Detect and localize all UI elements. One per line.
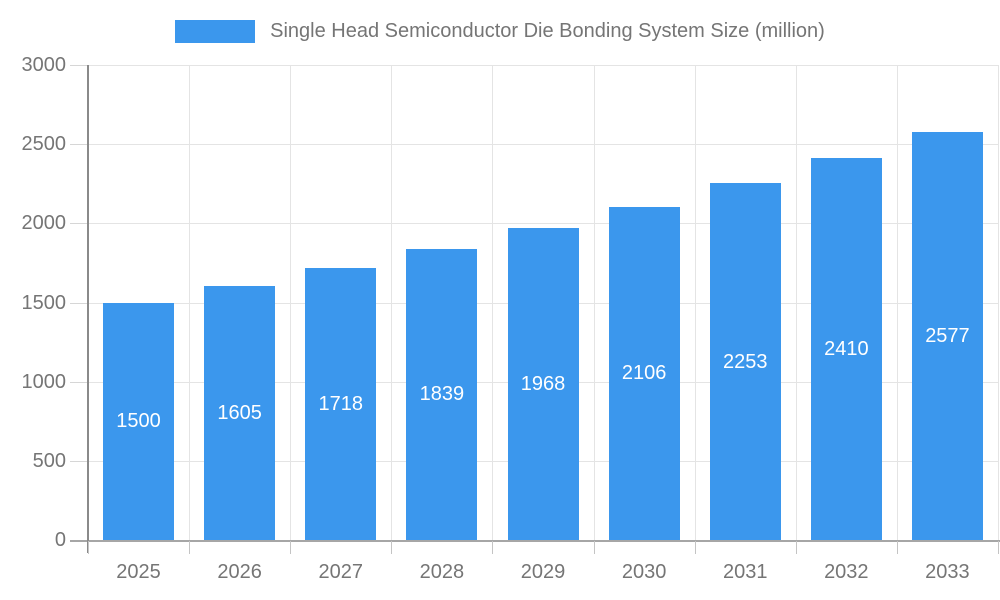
bar-2026[interactable] (204, 285, 276, 541)
bar-value-label: 2106 (621, 362, 667, 385)
x-axis-tick (492, 541, 494, 554)
x-axis-tick (694, 541, 696, 554)
y-axis-line (86, 65, 89, 553)
x-axis-line (70, 539, 1000, 542)
x-gridline (189, 65, 191, 540)
y-axis-tick (70, 460, 88, 462)
bar-2032[interactable] (810, 158, 882, 541)
x-gridline (694, 65, 696, 540)
x-axis-tick (88, 541, 89, 554)
x-gridline (795, 65, 797, 540)
x-axis-tick (391, 541, 393, 554)
bar-value-label: 1839 (419, 383, 465, 406)
bar-2025[interactable] (103, 302, 175, 541)
x-axis-tick (189, 541, 191, 554)
bar-value-label: 2253 (722, 350, 768, 373)
y-axis-tick (70, 381, 88, 383)
bar-2027[interactable] (305, 267, 377, 541)
y-gridline (88, 144, 998, 146)
y-axis-label: 2500 (21, 133, 67, 156)
x-gridline (492, 65, 494, 540)
bar-value-label: 1500 (116, 410, 161, 433)
x-gridline (290, 65, 292, 540)
x-axis-label: 2032 (824, 561, 869, 583)
x-axis-label: 2031 (722, 561, 768, 583)
bar-2031[interactable] (709, 183, 781, 541)
x-axis-label: 2030 (621, 561, 667, 583)
x-axis-tick (998, 541, 999, 554)
y-axis-label: 1500 (21, 291, 67, 314)
y-axis-label: 3000 (21, 54, 67, 76)
bar-value-label: 1718 (318, 392, 364, 415)
bar-value-label: 1968 (520, 373, 566, 396)
y-axis-label: 1000 (21, 370, 67, 393)
x-axis-label: 2026 (217, 561, 262, 583)
x-axis-label: 2028 (419, 561, 465, 583)
x-axis-tick (795, 541, 797, 554)
x-gridline (593, 65, 595, 540)
legend[interactable]: Single Head Semiconductor Die Bonding Sy… (0, 17, 1000, 45)
y-axis-label: 0 (54, 529, 66, 551)
bar-value-label: 2410 (824, 338, 869, 361)
y-axis-tick (70, 65, 88, 66)
y-gridline (88, 65, 998, 66)
y-axis-label: 500 (32, 449, 66, 472)
x-gridline (998, 65, 999, 540)
bar-2033[interactable] (911, 131, 983, 541)
x-axis-label: 2025 (116, 561, 161, 583)
bar-2028[interactable] (406, 248, 478, 541)
y-axis-label: 2000 (21, 212, 67, 235)
legend-swatch-icon (175, 19, 256, 43)
y-axis-tick (70, 302, 88, 304)
x-gridline (896, 65, 898, 540)
x-axis-label: 2033 (925, 561, 970, 583)
bar-value-label: 1605 (217, 401, 262, 424)
y-gridline (88, 223, 998, 225)
x-gridline (391, 65, 393, 540)
x-axis-tick (593, 541, 595, 554)
x-axis-label: 2029 (520, 561, 566, 583)
x-axis-tick (896, 541, 898, 554)
bar-value-label: 2577 (925, 324, 970, 347)
bar-2030[interactable] (608, 206, 680, 541)
bar-2029[interactable] (507, 228, 579, 541)
x-axis-label: 2027 (318, 561, 364, 583)
y-axis-tick (70, 144, 88, 146)
legend-label: Single Head Semiconductor Die Bonding Sy… (270, 19, 825, 42)
x-axis-tick (290, 541, 292, 554)
y-axis-tick (70, 223, 88, 225)
